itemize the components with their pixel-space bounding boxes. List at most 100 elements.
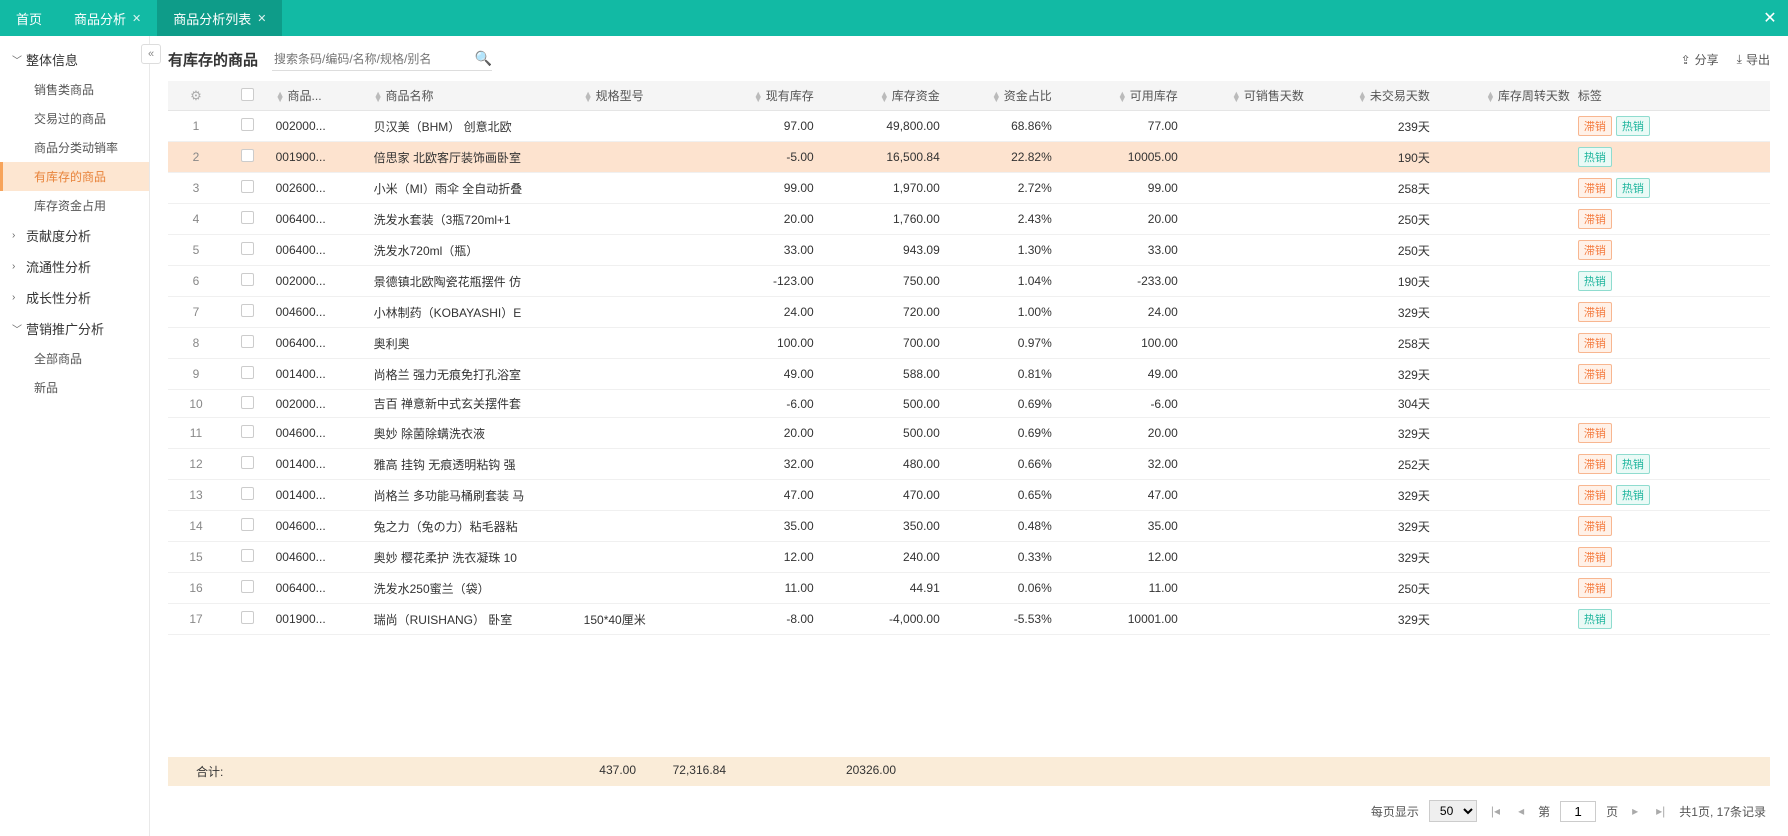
sort-icon[interactable]: ▲▼ (584, 92, 593, 102)
row-checkbox[interactable] (241, 580, 254, 593)
sidebar-group[interactable]: ›流通性分析 (0, 251, 149, 282)
row-index: 13 (168, 480, 224, 511)
table-row[interactable]: 7004600...小林制药（KOBAYASHI）E24.00720.001.0… (168, 297, 1770, 328)
sidebar-item[interactable]: 交易过的商品 (0, 104, 149, 133)
sidebar-group[interactable]: ›成长性分析 (0, 282, 149, 313)
sidebar-group[interactable]: ﹀整体信息 (0, 44, 149, 75)
table-header-cell[interactable]: ▲▼规格型号 (580, 81, 692, 111)
table-row[interactable]: 11004600...奥妙 除菌除螨洗衣液20.00500.000.69%20.… (168, 418, 1770, 449)
row-checkbox[interactable] (241, 366, 254, 379)
per-page-select[interactable]: 50 (1429, 800, 1477, 822)
row-checkbox[interactable] (241, 118, 254, 131)
export-button[interactable]: ⤓ 导出 (1737, 51, 1770, 68)
table-row[interactable]: 16006400...洗发水250蜜兰（袋）11.0044.910.06%11.… (168, 573, 1770, 604)
row-checkbox[interactable] (241, 611, 254, 624)
cell-notrade: 239天 (1308, 111, 1434, 142)
table-header-cell[interactable]: ▲▼可用库存 (1056, 81, 1182, 111)
table-row[interactable]: 13001400...尚格兰 多功能马桶刷套装 马47.00470.000.65… (168, 480, 1770, 511)
row-checkbox[interactable] (241, 396, 254, 409)
sidebar-item[interactable]: 库存资金占用 (0, 191, 149, 220)
table-header-cell[interactable]: 标签 (1574, 81, 1770, 111)
first-page-button[interactable]: |◂ (1487, 804, 1504, 818)
sidebar: « ﹀整体信息销售类商品交易过的商品商品分类动销率有库存的商品库存资金占用›贡献… (0, 36, 150, 836)
last-page-button[interactable]: ▸| (1652, 804, 1669, 818)
share-button[interactable]: ⇪ 分享 (1681, 51, 1719, 68)
row-checkbox[interactable] (241, 273, 254, 286)
row-index: 12 (168, 449, 224, 480)
table-row[interactable]: 14004600...兔之力（兔の力）粘毛器粘35.00350.000.48%3… (168, 511, 1770, 542)
sidebar-group[interactable]: ›贡献度分析 (0, 220, 149, 251)
cell-code: 002000... (272, 390, 370, 418)
page-prefix: 第 (1538, 803, 1550, 820)
row-checkbox[interactable] (241, 425, 254, 438)
row-checkbox[interactable] (241, 487, 254, 500)
table-header-cell[interactable]: ▲▼商品... (272, 81, 370, 111)
table-row[interactable]: 15004600...奥妙 樱花柔护 洗衣凝珠 1012.00240.000.3… (168, 542, 1770, 573)
sidebar-group[interactable]: ﹀营销推广分析 (0, 313, 149, 344)
table-row[interactable]: 6002000...景德镇北欧陶瓷花瓶摆件 仿-123.00750.001.04… (168, 266, 1770, 297)
sidebar-item[interactable]: 全部商品 (0, 344, 149, 373)
cell-pct: 0.06% (944, 573, 1056, 604)
table-header-cell[interactable]: ▲▼库存周转天数 (1434, 81, 1574, 111)
table-header-cell[interactable]: ▲▼商品名称 (370, 81, 580, 111)
top-tab[interactable]: 商品分析列表✕ (157, 0, 282, 36)
tag-badge: 滞销 (1578, 423, 1612, 443)
top-tab[interactable]: 首页 (0, 0, 58, 36)
table-header-cell[interactable]: ▲▼未交易天数 (1308, 81, 1434, 111)
table-row[interactable]: 17001900...瑞尚（RUISHANG） 卧室150*40厘米-8.00-… (168, 604, 1770, 635)
close-icon[interactable]: ✕ (132, 12, 141, 25)
table-row[interactable]: 9001400...尚格兰 强力无痕免打孔浴室49.00588.000.81%4… (168, 359, 1770, 390)
cell-spec (580, 359, 692, 390)
table-row[interactable]: 3002600...小米（MI）雨伞 全自动折叠99.001,970.002.7… (168, 173, 1770, 204)
sort-icon[interactable]: ▲▼ (374, 92, 383, 102)
table-row[interactable]: 8006400...奥利奥100.00700.000.97%100.00258天… (168, 328, 1770, 359)
sort-icon[interactable]: ▲▼ (880, 92, 889, 102)
row-checkbox[interactable] (241, 242, 254, 255)
row-checkbox[interactable] (241, 304, 254, 317)
sort-icon[interactable]: ▲▼ (276, 92, 285, 102)
table-row[interactable]: 5006400...洗发水720ml（瓶）33.00943.091.30%33.… (168, 235, 1770, 266)
sort-icon[interactable]: ▲▼ (1118, 92, 1127, 102)
top-tab[interactable]: 商品分析✕ (58, 0, 157, 36)
row-checkbox[interactable] (241, 518, 254, 531)
row-checkbox[interactable] (241, 549, 254, 562)
table-header-cell[interactable]: ▲▼可销售天数 (1182, 81, 1308, 111)
cell-sellable (1182, 604, 1308, 635)
table-header-cell[interactable]: ⚙ (168, 81, 224, 111)
row-checkbox[interactable] (241, 211, 254, 224)
table-header-cell[interactable]: ▲▼资金占比 (944, 81, 1056, 111)
prev-page-button[interactable]: ◂ (1514, 804, 1528, 818)
row-checkbox[interactable] (241, 180, 254, 193)
table-header-cell[interactable]: ▲▼库存资金 (818, 81, 944, 111)
sort-icon[interactable]: ▲▼ (1358, 92, 1367, 102)
row-checkbox[interactable] (241, 149, 254, 162)
sort-icon[interactable]: ▲▼ (992, 92, 1001, 102)
table-row[interactable]: 10002000...吉百 禅意新中式玄关摆件套-6.00500.000.69%… (168, 390, 1770, 418)
sidebar-item[interactable]: 新品 (0, 373, 149, 402)
row-checkbox[interactable] (241, 335, 254, 348)
page-input[interactable] (1560, 801, 1596, 822)
cell-avail: 99.00 (1056, 173, 1182, 204)
sidebar-collapse-button[interactable]: « (141, 44, 161, 64)
sort-icon[interactable]: ▲▼ (1232, 92, 1241, 102)
select-all-checkbox[interactable] (241, 88, 254, 101)
close-icon[interactable]: ✕ (257, 12, 266, 25)
next-page-button[interactable]: ▸ (1628, 804, 1642, 818)
column-label: 库存周转天数 (1498, 89, 1570, 103)
search-icon[interactable]: 🔍 (475, 50, 492, 67)
tabbar-close-button[interactable]: ✕ (1752, 0, 1788, 36)
sort-icon[interactable]: ▲▼ (1486, 92, 1495, 102)
sidebar-item[interactable]: 销售类商品 (0, 75, 149, 104)
table-header-cell[interactable]: ▲▼现有库存 (692, 81, 818, 111)
search-input[interactable] (272, 48, 492, 71)
table-header-cell[interactable] (224, 81, 272, 111)
sidebar-item[interactable]: 有库存的商品 (0, 162, 149, 191)
table-row[interactable]: 12001400...雅高 挂钩 无痕透明粘钩 强32.00480.000.66… (168, 449, 1770, 480)
gear-icon[interactable]: ⚙ (190, 88, 202, 103)
row-checkbox[interactable] (241, 456, 254, 469)
sidebar-item[interactable]: 商品分类动销率 (0, 133, 149, 162)
table-row[interactable]: 4006400...洗发水套装（3瓶720ml+120.001,760.002.… (168, 204, 1770, 235)
sort-icon[interactable]: ▲▼ (754, 92, 763, 102)
table-row[interactable]: 1002000...贝汉美（BHM） 创意北欧97.0049,800.0068.… (168, 111, 1770, 142)
table-row[interactable]: 2001900...倍思家 北欧客厅装饰画卧室-5.0016,500.8422.… (168, 142, 1770, 173)
